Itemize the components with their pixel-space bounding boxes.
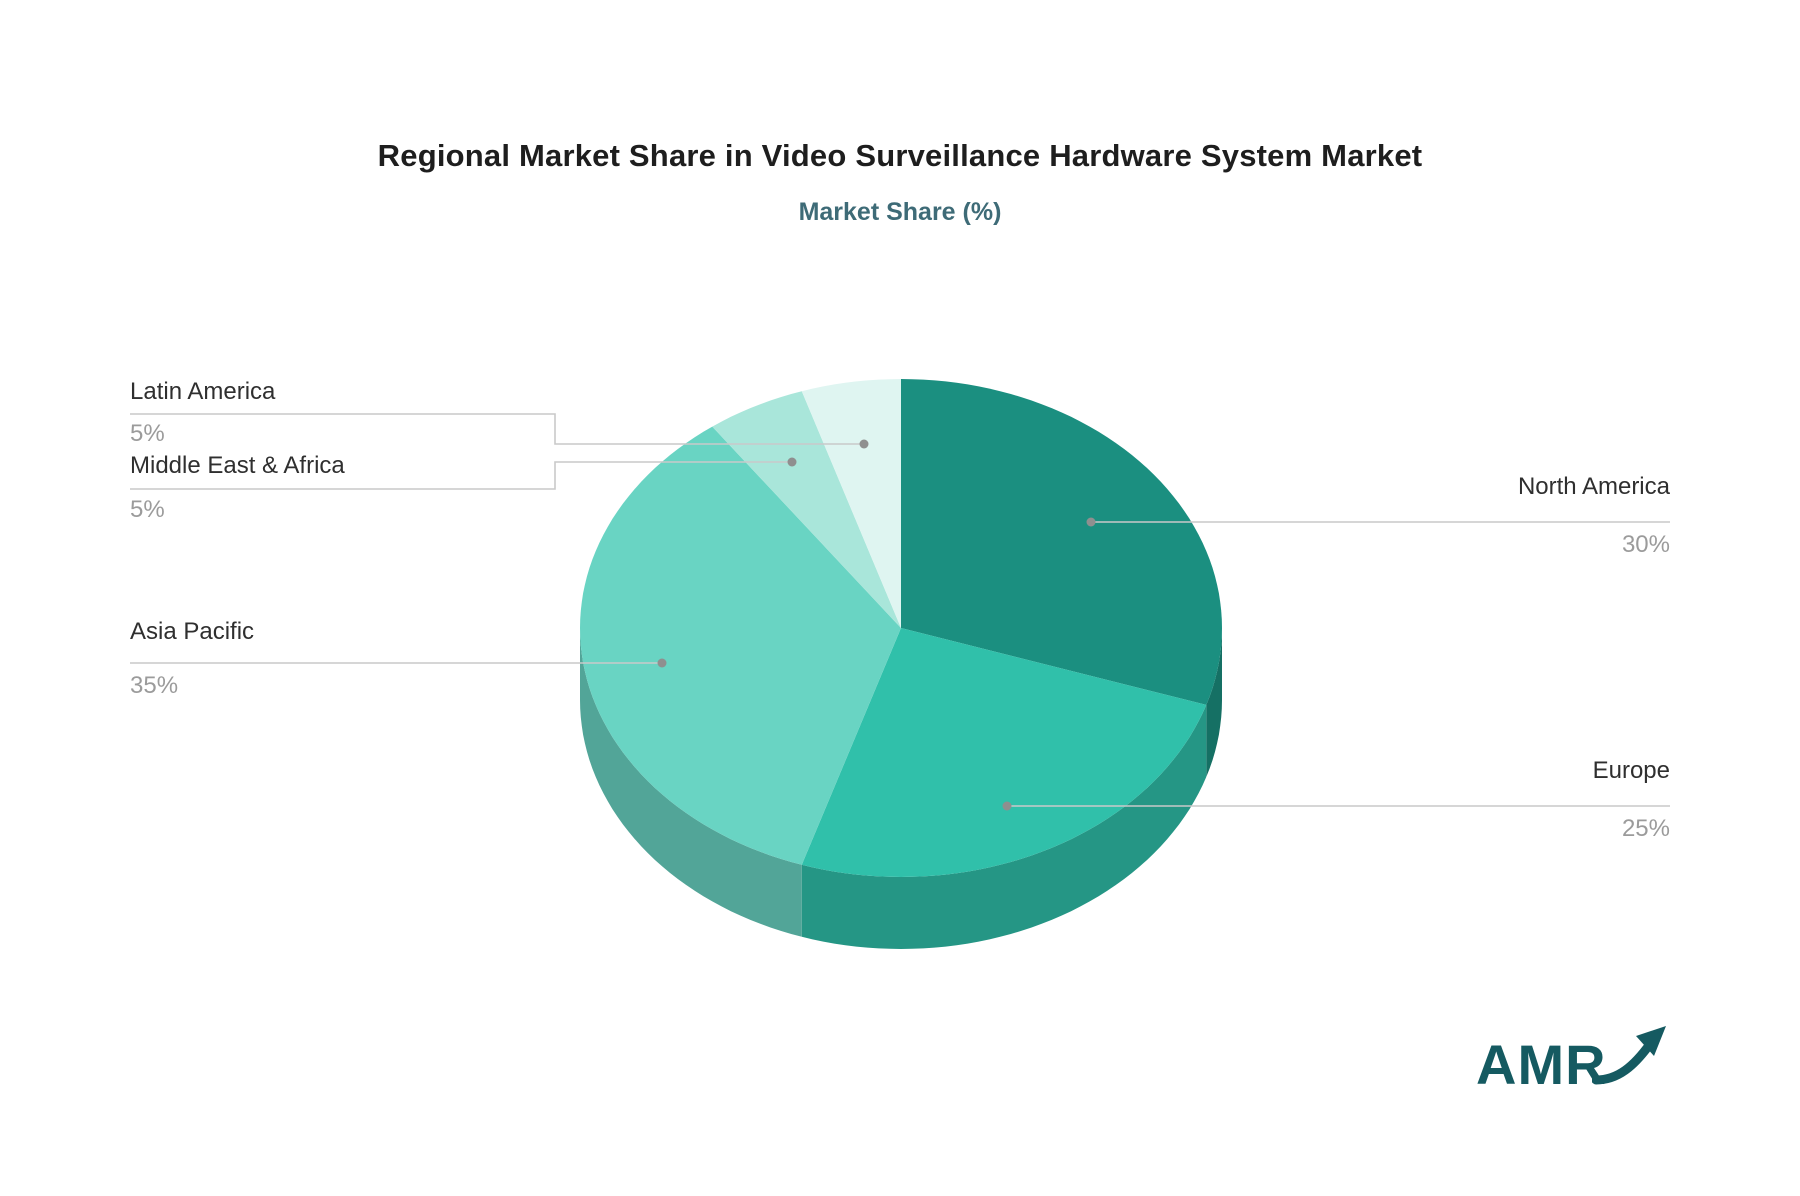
pie-slice-latin-america bbox=[801, 379, 901, 628]
amr-logo: AMR bbox=[1476, 1033, 1607, 1096]
pie-slice-wall-europe bbox=[801, 704, 1207, 949]
leader-dot-latin-america bbox=[859, 439, 869, 449]
callout-value-latin-america: 5% bbox=[130, 420, 165, 447]
pie-slice-europe bbox=[801, 628, 1207, 877]
chart-title: Regional Market Share in Video Surveilla… bbox=[377, 138, 1423, 173]
callout-label-middle-east-africa: Middle East & Africa bbox=[130, 452, 345, 479]
leader-dot-middle-east-africa bbox=[787, 457, 797, 467]
callout-value-asia-pacific: 35% bbox=[130, 672, 179, 699]
chart-subtitle: Market Share (%) bbox=[798, 198, 1002, 226]
callout-label-latin-america: Latin America bbox=[130, 378, 276, 405]
leader-dot-north-america bbox=[1086, 517, 1096, 527]
callout-value-north-america: 30% bbox=[1621, 531, 1670, 558]
callout-label-north-america: North America bbox=[1517, 473, 1670, 500]
pie-slice-middle-east-africa bbox=[712, 391, 901, 628]
leader-dot-europe bbox=[1002, 801, 1012, 811]
leader-dot-asia-pacific bbox=[657, 658, 667, 668]
amr-logo-arrow-icon bbox=[1592, 1026, 1666, 1085]
callout-value-europe: 25% bbox=[1621, 815, 1670, 842]
callout-label-europe: Europe bbox=[1592, 757, 1670, 784]
pie-slice-north-america bbox=[901, 379, 1222, 705]
leader-line-latin-america bbox=[130, 413, 864, 445]
leader-line-middle-east-africa bbox=[130, 461, 792, 490]
pie-slice-wall-north-america bbox=[1206, 628, 1222, 777]
callout-value-middle-east-africa: 5% bbox=[130, 496, 165, 523]
pie-slice-asia-pacific bbox=[580, 426, 901, 865]
pie-slice-wall-asia-pacific bbox=[580, 628, 802, 937]
callout-label-asia-pacific: Asia Pacific bbox=[130, 618, 255, 645]
